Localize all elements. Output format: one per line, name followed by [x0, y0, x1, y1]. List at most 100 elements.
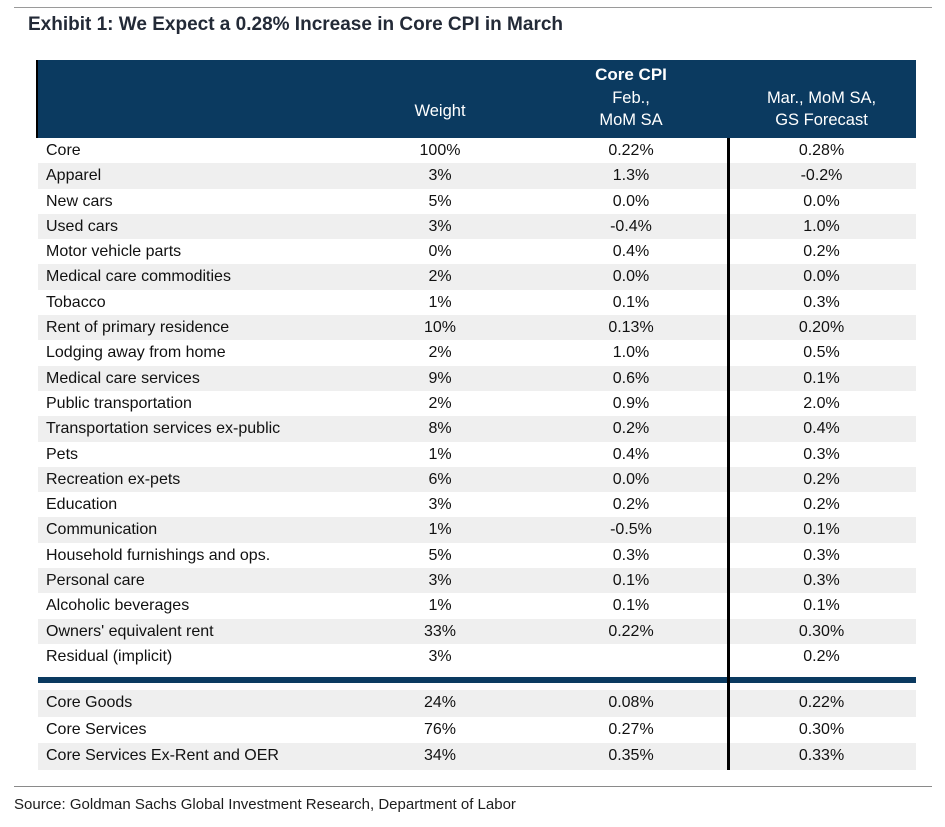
header-cell-feb: Core CPI Feb., MoM SA: [535, 60, 727, 138]
forecast-column-divider: [727, 138, 730, 770]
header-left-edge: [36, 60, 38, 138]
table-row: Lodging away from home 2% 1.0% 0.5%: [38, 340, 916, 365]
table-row: Tobacco 1% 0.1% 0.3%: [38, 290, 916, 315]
cell-weight: 2%: [428, 268, 452, 286]
row-label: Medical care services: [46, 369, 200, 387]
cell-mar-forecast: 1.0%: [803, 217, 840, 235]
cell-feb: 0.1%: [612, 572, 650, 590]
cell-mar-forecast: 0.2%: [803, 647, 840, 665]
table-row: Rent of primary residence 10% 0.13% 0.20…: [38, 315, 916, 341]
cell-mar-forecast: 0.20%: [798, 319, 845, 337]
cell-mar-forecast: 0.33%: [798, 747, 845, 765]
header-cell-mar: Mar., MoM SA, GS Forecast: [727, 60, 916, 138]
cell-weight: 1%: [428, 597, 452, 615]
cell-weight: 1%: [428, 521, 452, 539]
cell-mar-forecast: 0.4%: [803, 420, 840, 438]
table-row: Core 100% 0.22% 0.28%: [38, 138, 916, 163]
group-header-core-cpi: Core CPI: [595, 65, 667, 84]
row-label: Motor vehicle parts: [46, 243, 182, 261]
table-row: Used cars 3% -0.4% 1.0%: [38, 213, 916, 240]
column-header-mar-line2: GS Forecast: [775, 111, 868, 129]
top-rule: [14, 7, 932, 8]
cell-feb: 0.27%: [608, 720, 654, 738]
row-label: Rent of primary residence: [46, 319, 230, 337]
cell-feb: [535, 644, 727, 669]
cell-feb: -0.4%: [610, 217, 652, 235]
column-header-feb-line1: Feb.,: [612, 89, 650, 107]
cell-feb: 0.22%: [608, 622, 654, 640]
cell-mar-forecast: 0.28%: [798, 142, 845, 159]
table-row: Residual (implicit) 3% 0.2%: [38, 644, 916, 669]
cell-weight: 8%: [428, 420, 452, 438]
cell-mar-forecast: 0.2%: [803, 496, 840, 514]
row-label: Core Services: [46, 720, 147, 738]
cell-feb: 0.0%: [612, 470, 650, 488]
cell-feb: 0.1%: [612, 597, 650, 615]
table-row: Alcoholic beverages 1% 0.1% 0.1%: [38, 593, 916, 618]
cell-feb: 1.0%: [612, 344, 650, 362]
table-row: Communication 1% -0.5% 0.1%: [38, 517, 916, 543]
row-label: Core Services Ex-Rent and OER: [46, 747, 279, 765]
cell-mar-forecast: 0.3%: [803, 572, 840, 590]
row-label: Alcoholic beverages: [46, 597, 190, 615]
table-row: Medical care services 9% 0.6% 0.1%: [38, 365, 916, 391]
cell-mar-forecast: 0.1%: [803, 369, 840, 387]
cell-weight: 2%: [428, 344, 452, 362]
row-label: Public transportation: [46, 394, 192, 412]
row-label: Medical care commodities: [46, 268, 231, 286]
cell-mar-forecast: -0.2%: [800, 167, 843, 185]
row-label: Lodging away from home: [46, 344, 226, 362]
table-row: New cars 5% 0.0% 0.0%: [38, 189, 916, 214]
cell-weight: 3%: [428, 496, 452, 514]
row-label: Household furnishings and ops.: [46, 546, 271, 564]
source-note: Source: Goldman Sachs Global Investment …: [14, 796, 516, 813]
cell-feb: 1.3%: [612, 167, 650, 185]
row-label: Transportation services ex-public: [46, 420, 281, 438]
cell-weight: 3%: [428, 572, 452, 590]
cell-weight: 3%: [428, 217, 452, 235]
row-label: Apparel: [46, 167, 102, 185]
row-label: Residual (implicit): [46, 647, 173, 665]
exhibit-title: Exhibit 1: We Expect a 0.28% Increase in…: [28, 14, 564, 35]
table-row: Motor vehicle parts 0% 0.4% 0.2%: [38, 239, 916, 264]
cell-feb: 0.35%: [608, 747, 654, 765]
cell-weight: 10%: [423, 319, 457, 337]
row-label: Core Goods: [46, 694, 133, 712]
cell-mar-forecast: 2.0%: [803, 394, 840, 412]
table-row: Personal care 3% 0.1% 0.3%: [38, 568, 916, 594]
summary-separator-bar: [38, 677, 916, 684]
row-label: Communication: [46, 521, 158, 539]
cell-mar-forecast: 0.1%: [803, 597, 840, 615]
cell-feb: 0.0%: [612, 192, 650, 210]
cell-weight: 5%: [428, 546, 452, 564]
table-row: Core Services Ex-Rent and OER 34% 0.35% …: [38, 743, 916, 770]
cell-weight: 76%: [423, 720, 457, 738]
cell-mar-forecast: 0.1%: [803, 521, 840, 539]
table-row: Pets 1% 0.4% 0.3%: [38, 442, 916, 467]
column-header-feb-line2: MoM SA: [599, 111, 663, 129]
table-body: Core 100% 0.22% 0.28% Apparel 3% 1.3% -0…: [38, 138, 916, 669]
cell-feb: 0.4%: [612, 445, 650, 463]
cell-feb: 0.08%: [608, 694, 654, 712]
cell-weight: 2%: [428, 394, 452, 412]
table-row: Transportation services ex-public 8% 0.2…: [38, 416, 916, 442]
cell-weight: 3%: [428, 167, 452, 185]
bottom-rule: [14, 786, 932, 787]
cell-feb: 0.2%: [612, 496, 650, 514]
row-label: Tobacco: [46, 293, 106, 311]
table-row: Education 3% 0.2% 0.2%: [38, 492, 916, 517]
cell-weight: 0%: [428, 243, 452, 261]
table-row: Medical care commodities 2% 0.0% 0.0%: [38, 264, 916, 290]
cell-weight: 5%: [428, 192, 452, 210]
header-cell-category: [38, 60, 345, 138]
cpi-table: Weight Core CPI Feb., MoM SA Mar., MoM S…: [36, 60, 916, 770]
table-row: Owners' equivalent rent 33% 0.22% 0.30%: [38, 618, 916, 644]
row-label: Owners' equivalent rent: [46, 622, 214, 640]
cell-feb: 0.3%: [612, 546, 650, 564]
cell-weight: 6%: [428, 470, 452, 488]
cell-weight: 100%: [419, 142, 461, 159]
table-row: Core Services 76% 0.27% 0.30%: [38, 717, 916, 744]
table-summary: Core Goods 24% 0.08% 0.22% Core Services…: [38, 690, 916, 770]
row-label: Recreation ex-pets: [46, 470, 181, 488]
